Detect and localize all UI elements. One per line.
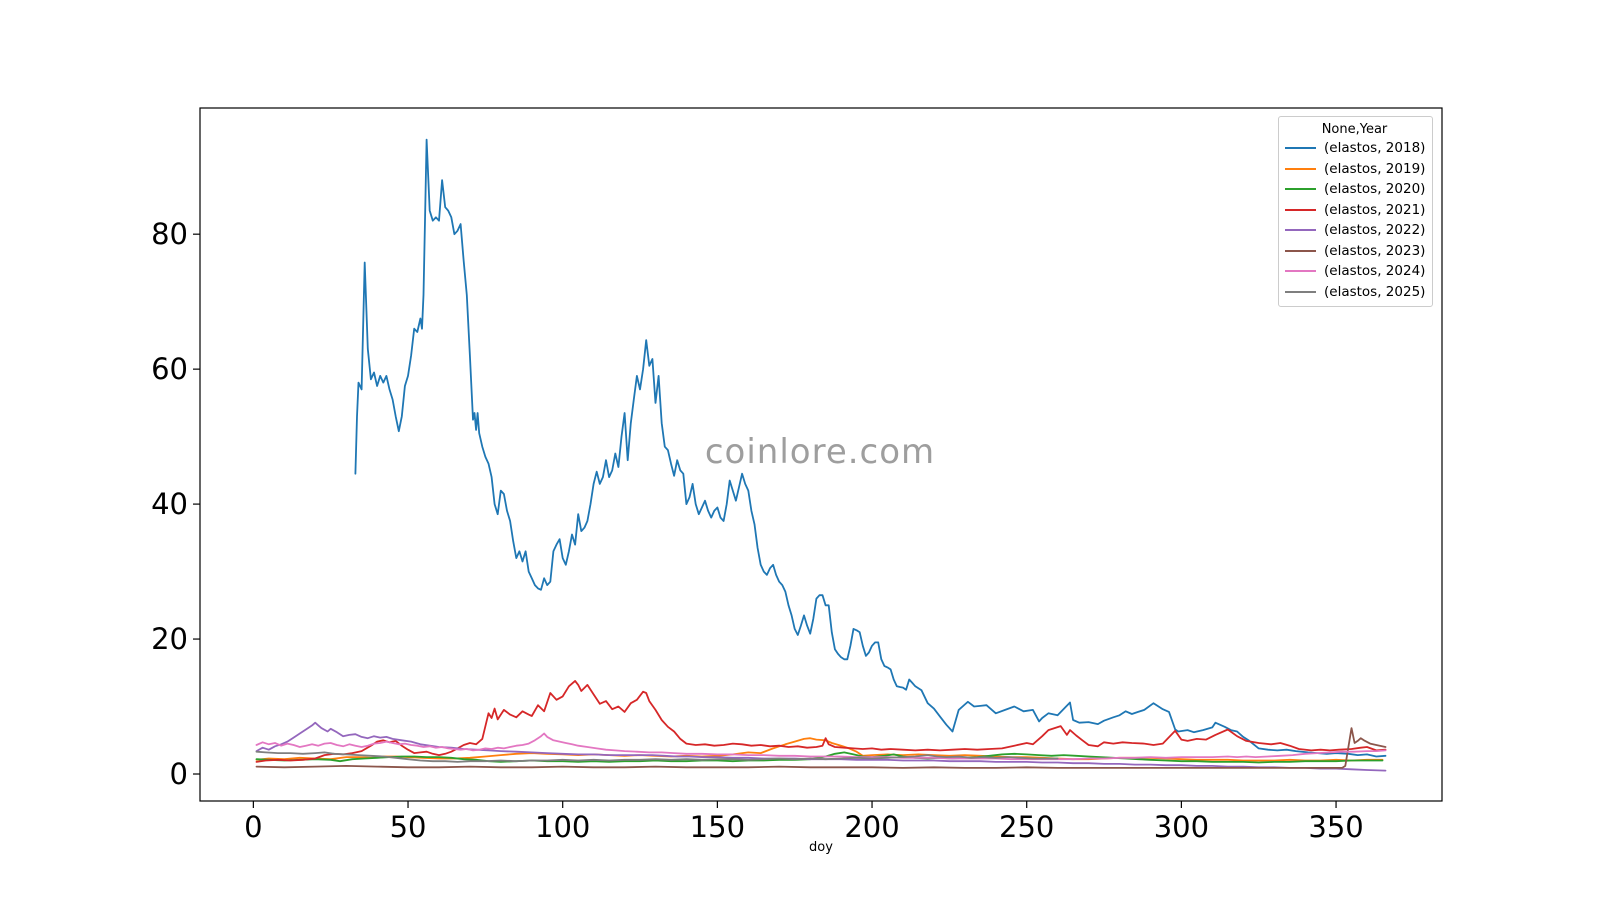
x-tick-label: 50 — [389, 810, 427, 844]
legend-swatch-line — [1285, 208, 1316, 211]
legend-entry-label: (elastos, 2019) — [1324, 160, 1426, 177]
series-line-2021 — [255, 680, 1387, 763]
legend-swatch-line — [1285, 188, 1316, 191]
y-tick-label: 0 — [169, 757, 188, 791]
legend-swatch-line — [1285, 147, 1316, 150]
legend-title: None,Year — [1321, 122, 1388, 137]
legend-entry-label: (elastos, 2020) — [1324, 181, 1426, 198]
watermark: coinlore.com — [704, 432, 936, 472]
y-tick-label: 20 — [151, 622, 188, 657]
y-tick-label: 80 — [151, 217, 188, 252]
series-line-2020 — [255, 751, 1384, 764]
legend-entry-label: (elastos, 2025) — [1324, 283, 1426, 300]
x-tick-label: 150 — [689, 810, 746, 844]
legend-entry: (elastos, 2025) — [1283, 282, 1426, 303]
legend-entry: (elastos, 2023) — [1283, 241, 1426, 262]
x-axis-title: doy — [809, 840, 833, 855]
series-line-2019 — [255, 737, 1384, 762]
legend-entry: (elastos, 2018) — [1283, 138, 1426, 159]
x-tick-label: 300 — [1153, 810, 1210, 844]
x-tick-label: 250 — [999, 810, 1055, 844]
x-tick-label: 200 — [844, 810, 900, 844]
legend-entry-label: (elastos, 2024) — [1324, 263, 1426, 280]
series-line-2023 — [255, 727, 1387, 769]
series-line-2018 — [354, 138, 1387, 758]
x-tick-label: 100 — [535, 810, 591, 844]
legend-entry: (elastos, 2020) — [1283, 179, 1426, 200]
legend-entry-label: (elastos, 2022) — [1324, 222, 1426, 239]
legend-entries: (elastos, 2018) (elastos, 2019) (elastos, … — [1283, 138, 1426, 302]
legend-swatch-line — [1285, 249, 1316, 252]
legend: None,Year (elastos, 2018) (elastos, 2019)… — [1278, 116, 1433, 307]
legend-entry: (elastos, 2019) — [1283, 159, 1426, 180]
y-tick-label: 60 — [151, 352, 188, 387]
legend-entry-label: (elastos, 2021) — [1324, 201, 1426, 218]
legend-entry: (elastos, 2022) — [1283, 220, 1426, 241]
legend-swatch-line — [1285, 167, 1316, 170]
series-line-2024 — [255, 732, 1387, 761]
series-line-2025 — [255, 750, 1059, 763]
series-line-2022 — [255, 721, 1387, 772]
y-tick-label: 40 — [151, 487, 188, 522]
legend-entry: (elastos, 2021) — [1283, 200, 1426, 221]
x-tick-label: 350 — [1308, 810, 1364, 844]
legend-swatch-line — [1285, 270, 1316, 273]
x-tick-label: 0 — [244, 810, 263, 844]
legend-entry-label: (elastos, 2018) — [1324, 140, 1426, 157]
legend-swatch-line — [1285, 229, 1316, 232]
legend-entry: (elastos, 2024) — [1283, 261, 1426, 282]
legend-swatch-line — [1285, 290, 1316, 293]
axes-frame — [199, 107, 1443, 802]
legend-entry-label: (elastos, 2023) — [1324, 242, 1426, 259]
